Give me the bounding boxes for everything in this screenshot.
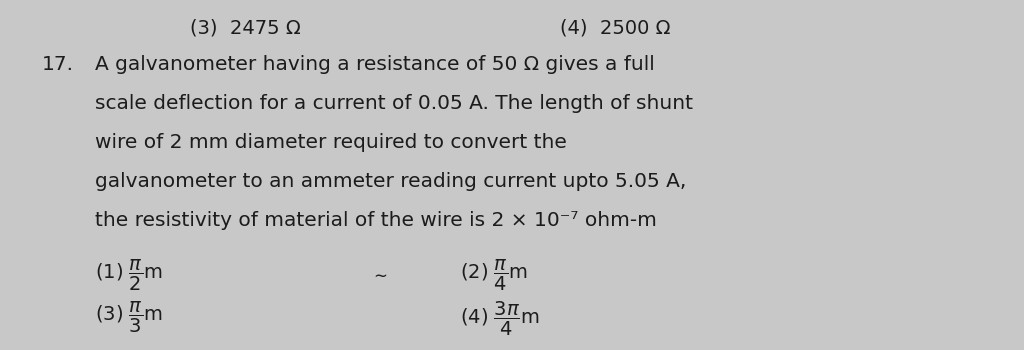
Text: (2) $\dfrac{\pi}{4}$m: (2) $\dfrac{\pi}{4}$m bbox=[460, 258, 528, 293]
Text: the resistivity of material of the wire is 2 × 10⁻⁷ ohm-m: the resistivity of material of the wire … bbox=[95, 211, 656, 230]
Text: galvanometer to an ammeter reading current upto 5.05 A,: galvanometer to an ammeter reading curre… bbox=[95, 172, 686, 191]
Text: (1) $\dfrac{\pi}{2}$m: (1) $\dfrac{\pi}{2}$m bbox=[95, 258, 163, 293]
Text: (4) $\dfrac{3\pi}{4}$m: (4) $\dfrac{3\pi}{4}$m bbox=[460, 300, 540, 338]
Text: scale deflection for a current of 0.05 A. The length of shunt: scale deflection for a current of 0.05 A… bbox=[95, 94, 693, 113]
Text: (4)  2500 Ω: (4) 2500 Ω bbox=[560, 18, 671, 37]
Text: 17.: 17. bbox=[42, 55, 74, 74]
Text: wire of 2 mm diameter required to convert the: wire of 2 mm diameter required to conver… bbox=[95, 133, 567, 152]
Text: A galvanometer having a resistance of 50 Ω gives a full: A galvanometer having a resistance of 50… bbox=[95, 55, 654, 74]
Text: $\sim$: $\sim$ bbox=[370, 266, 387, 284]
Text: (3) $\dfrac{\pi}{3}$m: (3) $\dfrac{\pi}{3}$m bbox=[95, 300, 163, 335]
Text: (3)  2475 Ω: (3) 2475 Ω bbox=[190, 18, 301, 37]
